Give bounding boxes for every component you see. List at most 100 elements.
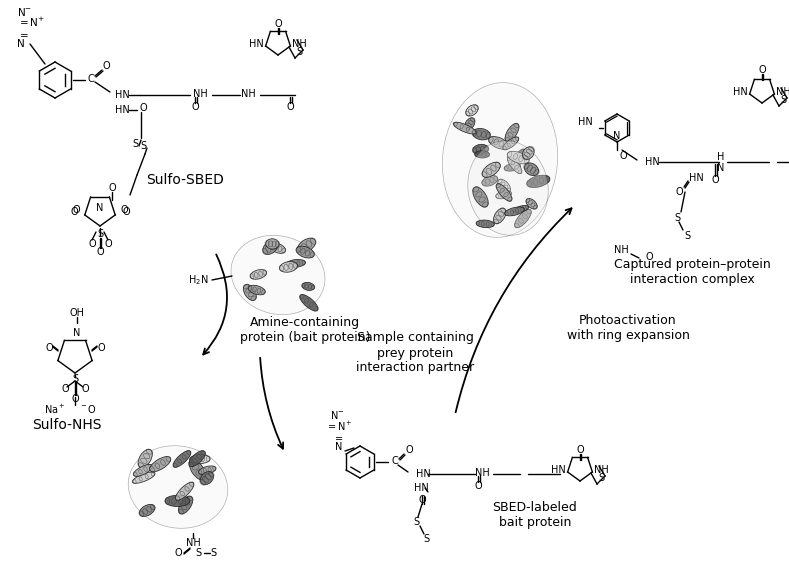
Ellipse shape — [488, 137, 509, 149]
Text: HN: HN — [249, 39, 264, 49]
Text: Photoactivation
with ring expansion: Photoactivation with ring expansion — [567, 314, 690, 342]
Ellipse shape — [297, 238, 316, 252]
Text: $=$: $=$ — [17, 29, 28, 39]
Ellipse shape — [507, 151, 529, 164]
Text: Sulfo-SBED: Sulfo-SBED — [146, 173, 224, 187]
Text: Captured protein–protein
interaction complex: Captured protein–protein interaction com… — [614, 258, 770, 286]
Text: O: O — [122, 207, 130, 217]
Text: NH: NH — [475, 468, 489, 478]
Text: C: C — [88, 74, 95, 84]
Text: O: O — [62, 384, 69, 394]
Text: O: O — [139, 103, 147, 113]
Text: O: O — [675, 187, 682, 197]
Text: O: O — [97, 343, 105, 353]
Text: O: O — [70, 207, 78, 217]
Ellipse shape — [473, 144, 488, 155]
Text: O: O — [406, 445, 413, 455]
Text: O: O — [45, 343, 53, 353]
Text: O: O — [418, 495, 426, 505]
Text: C: C — [391, 456, 398, 466]
Ellipse shape — [465, 118, 475, 130]
Text: NH: NH — [292, 39, 307, 49]
Ellipse shape — [473, 187, 488, 207]
Ellipse shape — [279, 262, 297, 272]
Text: O: O — [104, 239, 112, 249]
Text: O: O — [275, 19, 282, 29]
Text: O: O — [576, 445, 584, 455]
Ellipse shape — [138, 449, 152, 468]
Ellipse shape — [189, 460, 205, 480]
Text: S: S — [97, 229, 103, 239]
Text: N: N — [17, 39, 24, 49]
Text: S: S — [210, 548, 216, 558]
Text: N: N — [73, 328, 80, 338]
Ellipse shape — [526, 199, 537, 209]
Ellipse shape — [495, 190, 511, 199]
Ellipse shape — [527, 175, 550, 188]
Text: O: O — [758, 65, 766, 75]
Text: HN: HN — [645, 157, 660, 167]
Text: O: O — [120, 206, 128, 215]
Ellipse shape — [475, 151, 489, 158]
Text: S: S — [195, 548, 201, 558]
Text: N: N — [335, 442, 342, 452]
Text: O: O — [174, 548, 181, 558]
Ellipse shape — [178, 496, 193, 514]
Text: N$^{-}$: N$^{-}$ — [330, 409, 344, 421]
Ellipse shape — [504, 163, 521, 171]
Text: Na$^+$: Na$^+$ — [44, 402, 65, 416]
Text: Sulfo-NHS: Sulfo-NHS — [32, 418, 102, 432]
Text: Sample containing
prey protein
interaction partner: Sample containing prey protein interacti… — [356, 332, 474, 375]
Ellipse shape — [189, 455, 210, 464]
Text: S: S — [674, 213, 680, 223]
Text: S: S — [413, 517, 419, 527]
Text: H: H — [717, 152, 724, 162]
Ellipse shape — [243, 284, 256, 301]
Ellipse shape — [503, 137, 518, 150]
Ellipse shape — [150, 457, 170, 472]
Ellipse shape — [498, 179, 510, 192]
Text: NH: NH — [594, 465, 609, 475]
Text: O: O — [103, 61, 110, 71]
Text: S: S — [72, 374, 78, 384]
Text: O: O — [96, 247, 104, 257]
Ellipse shape — [443, 83, 558, 237]
Text: HN: HN — [416, 469, 431, 479]
Ellipse shape — [129, 446, 228, 528]
Ellipse shape — [133, 472, 155, 483]
Text: S: S — [140, 141, 146, 151]
Text: $^-$O: $^-$O — [79, 403, 97, 415]
Text: Amine-containing
protein (bait protein): Amine-containing protein (bait protein) — [240, 316, 370, 344]
Ellipse shape — [249, 285, 265, 295]
Ellipse shape — [494, 208, 506, 223]
Ellipse shape — [511, 149, 525, 165]
Ellipse shape — [513, 206, 529, 213]
Ellipse shape — [271, 243, 286, 254]
Text: HN: HN — [733, 87, 748, 97]
Text: NH: NH — [241, 89, 256, 99]
Ellipse shape — [496, 184, 512, 201]
Ellipse shape — [200, 471, 214, 485]
Text: N: N — [717, 163, 724, 173]
Ellipse shape — [482, 175, 498, 186]
Text: O: O — [81, 384, 89, 394]
Ellipse shape — [473, 129, 490, 140]
Ellipse shape — [453, 122, 476, 134]
Text: O: O — [286, 102, 294, 112]
Ellipse shape — [505, 123, 519, 142]
Text: HN: HN — [578, 117, 593, 127]
Text: O: O — [474, 481, 482, 491]
Ellipse shape — [165, 495, 189, 507]
Ellipse shape — [189, 450, 205, 467]
Text: N: N — [613, 131, 621, 141]
Ellipse shape — [522, 147, 534, 159]
Text: O: O — [72, 206, 80, 215]
Text: N: N — [96, 203, 103, 213]
Ellipse shape — [266, 239, 279, 249]
Text: OH: OH — [69, 308, 84, 318]
Text: S: S — [780, 95, 786, 105]
Text: $=$: $=$ — [334, 432, 345, 442]
Text: H$_2$N: H$_2$N — [188, 273, 208, 287]
Text: S: S — [132, 139, 138, 149]
Text: S: S — [684, 231, 690, 241]
